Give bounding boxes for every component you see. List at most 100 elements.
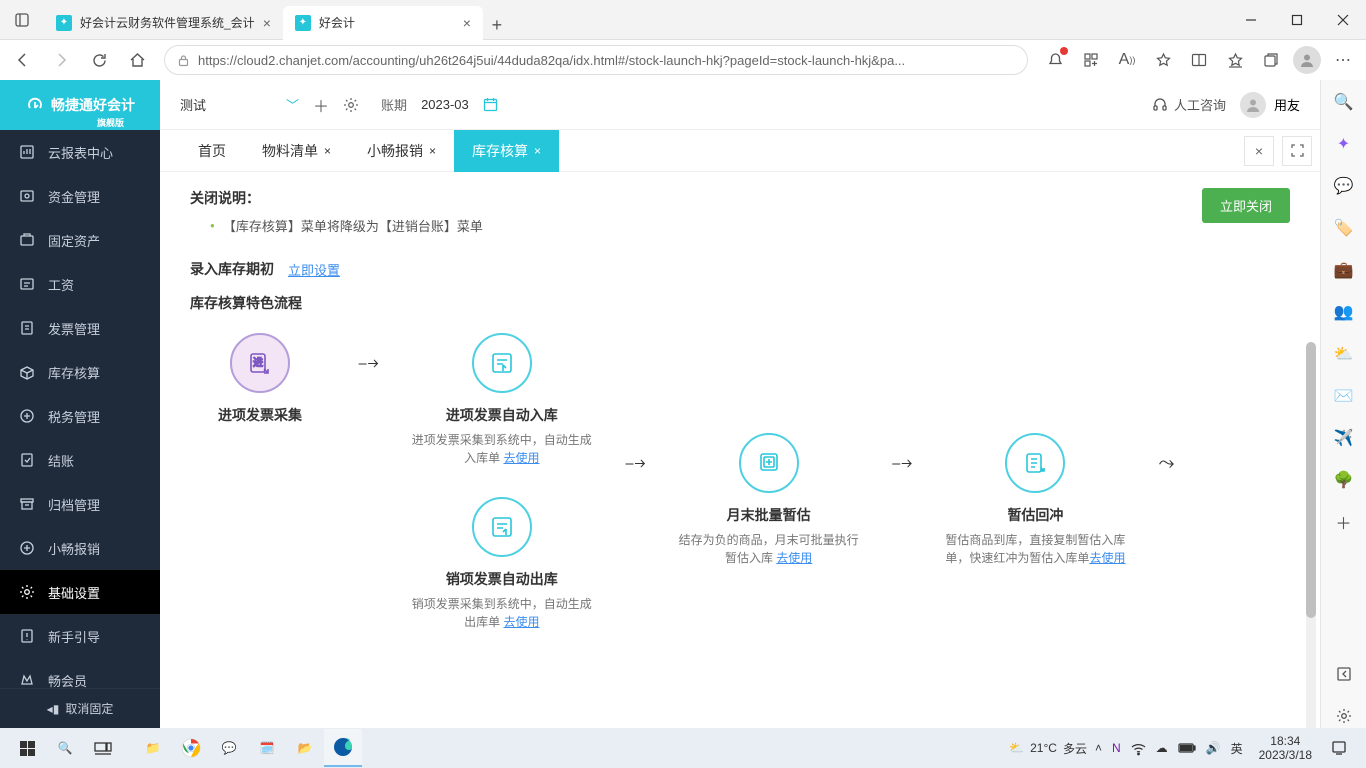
edge-settings-icon[interactable] xyxy=(1332,704,1356,728)
brand-logo[interactable]: 畅捷通好会计 旗舰版 xyxy=(0,80,160,130)
flow-use-link[interactable]: 去使用 xyxy=(503,451,539,465)
sidebar-item-stock[interactable]: 库存核算 xyxy=(0,350,160,394)
taskbar-clock[interactable]: 18:34 2023/3/18 xyxy=(1251,734,1320,763)
setup-link[interactable]: 立即设置 xyxy=(288,260,340,279)
sidebar-item-tax[interactable]: 税务管理 xyxy=(0,394,160,438)
tab-close-icon[interactable]: × xyxy=(263,15,271,31)
taskbar-app[interactable]: 📁 xyxy=(134,729,172,767)
edge-sparkle-icon[interactable]: ✦ xyxy=(1332,132,1356,156)
user-menu[interactable]: 用友 xyxy=(1240,92,1300,118)
headset-icon xyxy=(1152,97,1168,113)
sidebar-item-member[interactable]: 畅会员 xyxy=(0,658,160,688)
page-tab[interactable]: 小畅报销× xyxy=(349,130,454,172)
flow-use-link[interactable]: 去使用 xyxy=(503,615,539,629)
page-tab[interactable]: 首页 xyxy=(180,130,244,172)
org-select[interactable]: 测试 ﹀ xyxy=(180,95,299,114)
topbar-gear-icon[interactable] xyxy=(343,97,359,113)
notification-center[interactable] xyxy=(1320,729,1358,767)
search-button[interactable]: 🔍 xyxy=(46,729,84,767)
edge-hide-icon[interactable] xyxy=(1332,662,1356,686)
edge-search-icon[interactable]: 🔍 xyxy=(1332,90,1356,114)
flow-node-auto-in[interactable] xyxy=(472,333,532,393)
edge-tree-icon[interactable]: 🌳 xyxy=(1332,468,1356,492)
task-view-button[interactable] xyxy=(84,729,122,767)
back-button[interactable] xyxy=(6,43,40,77)
taskbar-edge[interactable] xyxy=(324,729,362,767)
tab-close-icon[interactable]: × xyxy=(534,144,541,158)
invoice-icon xyxy=(18,319,36,337)
sidebar-item-guide[interactable]: 新手引导 xyxy=(0,614,160,658)
flow-node-reverse[interactable] xyxy=(1005,433,1065,493)
edge-tag-icon[interactable]: 🏷️ xyxy=(1332,216,1356,240)
start-button[interactable] xyxy=(8,729,46,767)
minimize-button[interactable] xyxy=(1228,0,1274,40)
flow-use-link[interactable]: 去使用 xyxy=(776,551,812,565)
maximize-button[interactable] xyxy=(1274,0,1320,40)
taskbar-explorer[interactable]: 📂 xyxy=(286,729,324,767)
sidebar-item-archive[interactable]: 归档管理 xyxy=(0,482,160,526)
edge-outlook-icon[interactable]: ✉️ xyxy=(1332,384,1356,408)
tray-wifi-icon[interactable] xyxy=(1131,741,1146,756)
taskbar-wechat[interactable]: 💬 xyxy=(210,729,248,767)
more-icon[interactable]: ⋯ xyxy=(1326,43,1360,77)
close-immediately-button[interactable]: 立即关闭 xyxy=(1202,188,1290,223)
tray-ime[interactable]: 英 xyxy=(1231,740,1243,757)
tray-volume-icon[interactable]: 🔊 xyxy=(1206,741,1221,755)
extensions-icon[interactable] xyxy=(1074,43,1108,77)
flow-node-batch-est[interactable] xyxy=(739,433,799,493)
flow-desc: 销项发票采集到系统中，自动生成出库单 去使用 xyxy=(407,595,597,631)
sidebar-item-fund[interactable]: 资金管理 xyxy=(0,174,160,218)
collections-icon[interactable] xyxy=(1254,43,1288,77)
refresh-button[interactable] xyxy=(82,43,116,77)
sidebar-item-close[interactable]: 结账 xyxy=(0,438,160,482)
tray-cloud-icon[interactable]: ☁ xyxy=(1156,741,1168,755)
sidebar-item-asset[interactable]: 固定资产 xyxy=(0,218,160,262)
browser-tab-active[interactable]: ✦ 好会计 × xyxy=(283,6,483,40)
sidebar-collapse[interactable]: ◂▮ 取消固定 xyxy=(0,688,160,728)
tray-onenote-icon[interactable]: N xyxy=(1112,741,1121,755)
topbar-add-button[interactable]: ＋ xyxy=(313,93,329,117)
content-scrollbar[interactable] xyxy=(1306,342,1316,728)
flow-use-link[interactable]: 去使用 xyxy=(1089,551,1125,565)
flow-node-collect[interactable]: 进 xyxy=(230,333,290,393)
page-tab[interactable]: 库存核算× xyxy=(454,130,559,172)
tab-close-icon[interactable]: × xyxy=(429,144,436,158)
flow-node-auto-out[interactable] xyxy=(472,497,532,557)
edge-chat-icon[interactable]: 💬 xyxy=(1332,174,1356,198)
consult-button[interactable]: 人工咨询 xyxy=(1152,95,1226,114)
edge-people-icon[interactable]: 👥 xyxy=(1332,300,1356,324)
sidebar-item-settings[interactable]: 基础设置 xyxy=(0,570,160,614)
edge-cloud-icon[interactable]: ⛅ xyxy=(1332,342,1356,366)
weather-widget[interactable]: ⛅ 21°C 多云 xyxy=(1009,740,1087,757)
profile-avatar[interactable] xyxy=(1290,43,1324,77)
tab-close-all[interactable]: × xyxy=(1244,136,1274,166)
edge-briefcase-icon[interactable]: 💼 xyxy=(1332,258,1356,282)
read-aloud-icon[interactable]: A)) xyxy=(1110,43,1144,77)
notification-icon[interactable] xyxy=(1038,43,1072,77)
favorites-list-icon[interactable] xyxy=(1218,43,1252,77)
tab-close-icon[interactable]: × xyxy=(463,15,471,31)
calendar-icon[interactable] xyxy=(483,97,498,112)
favorite-icon[interactable] xyxy=(1146,43,1180,77)
sidebar-item-wage[interactable]: 工资 xyxy=(0,262,160,306)
sidebar-item-expense[interactable]: 小畅报销 xyxy=(0,526,160,570)
split-icon[interactable] xyxy=(1182,43,1216,77)
home-button[interactable] xyxy=(120,43,154,77)
tray-battery-icon[interactable] xyxy=(1178,742,1196,754)
tab-close-icon[interactable]: × xyxy=(324,144,331,158)
sidebar-item-report[interactable]: 云报表中心 xyxy=(0,130,160,174)
close-button[interactable] xyxy=(1320,0,1366,40)
taskbar-chrome[interactable] xyxy=(172,729,210,767)
tray-chevron[interactable]: ˄ xyxy=(1095,741,1102,755)
sidebar-item-invoice[interactable]: 发票管理 xyxy=(0,306,160,350)
url-field[interactable]: https://cloud2.chanjet.com/accounting/uh… xyxy=(164,45,1028,75)
tab-actions-icon[interactable] xyxy=(8,6,36,34)
browser-tab[interactable]: ✦ 好会计云财务软件管理系统_会计 × xyxy=(44,6,283,40)
taskbar-app2[interactable]: 🗓️ xyxy=(248,729,286,767)
new-tab-button[interactable]: + xyxy=(483,12,511,40)
tab-fullscreen[interactable] xyxy=(1282,136,1312,166)
page-tab[interactable]: 物料清单× xyxy=(244,130,349,172)
period-label: 账期 xyxy=(381,95,407,114)
edge-send-icon[interactable]: ✈️ xyxy=(1332,426,1356,450)
edge-add-icon[interactable]: ＋ xyxy=(1332,510,1356,534)
